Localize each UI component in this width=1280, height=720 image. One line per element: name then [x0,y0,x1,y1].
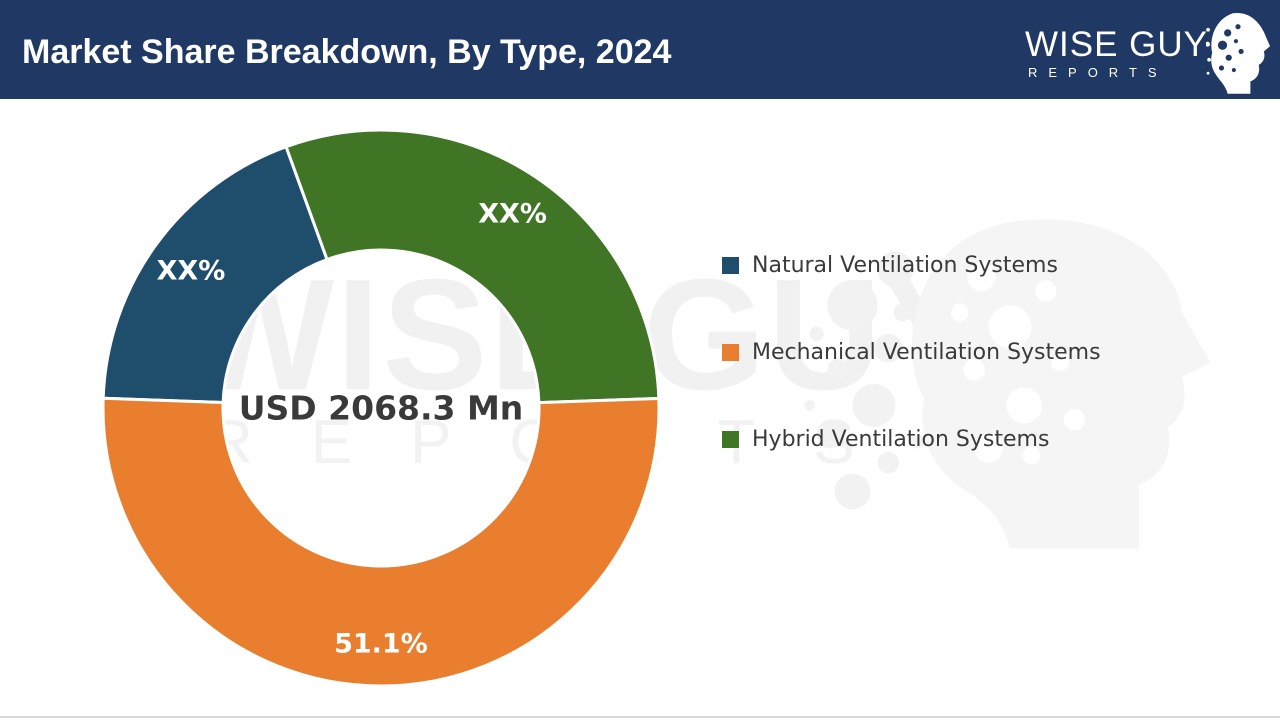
donut-center-value: USD 2068.3 Mn [238,388,524,428]
logo-face-icon [1206,12,1270,94]
legend-item-natural: Natural Ventilation Systems [722,253,1101,278]
bottom-rule [0,716,1280,718]
donut-slice-2 [101,396,661,688]
legend-swatch-natural [722,257,739,274]
chart-legend: Natural Ventilation Systems Mechanical V… [722,253,1101,514]
legend-item-mechanical: Mechanical Ventilation Systems [722,340,1101,365]
logo-wordmark: WISE GUY [1024,24,1208,64]
wise-guy-logo: WISE GUY REPORTS [1025,11,1270,94]
donut-slice-1 [284,128,661,405]
donut-slice-0 [101,145,329,404]
legend-item-hybrid: Hybrid Ventilation Systems [722,427,1101,452]
logo-reports-text: REPORTS [1027,64,1168,80]
legend-label: Hybrid Ventilation Systems [752,427,1050,452]
slice-label-1: XX% [478,199,547,230]
page-title: Market Share Breakdown, By Type, 2024 [22,33,672,71]
header-bar: Market Share Breakdown, By Type, 2024 WI… [0,0,1280,99]
legend-swatch-hybrid [722,431,739,448]
legend-swatch-mechanical [722,344,739,361]
slice-label-0: XX% [157,255,226,286]
legend-label: Natural Ventilation Systems [752,253,1058,278]
slice-label-2: 51.1% [334,628,428,659]
watermark-face-icon [804,219,1211,549]
logo-text: WISE GUY REPORTS [1025,27,1208,79]
legend-label: Mechanical Ventilation Systems [752,340,1101,365]
